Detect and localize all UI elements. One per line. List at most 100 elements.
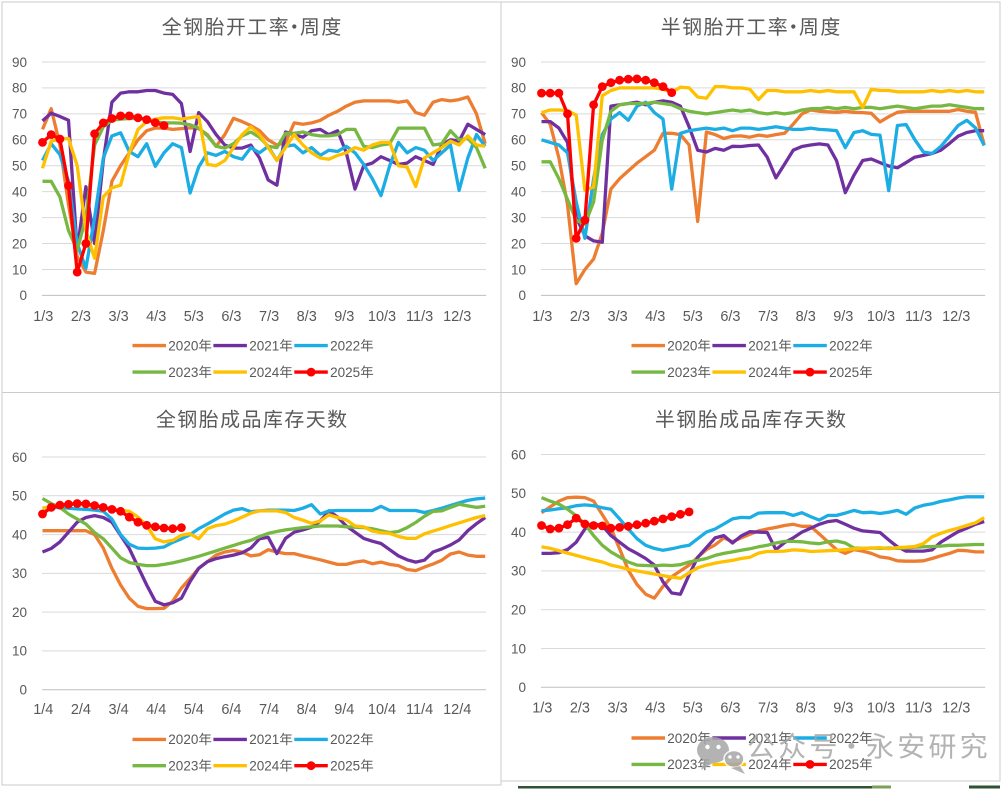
svg-text:4/3: 4/3 xyxy=(645,309,665,325)
svg-text:5/3: 5/3 xyxy=(683,309,703,325)
svg-text:80: 80 xyxy=(511,81,526,96)
svg-text:3/4: 3/4 xyxy=(109,702,129,718)
svg-text:4/3: 4/3 xyxy=(645,701,665,717)
svg-text:1/3: 1/3 xyxy=(532,701,552,717)
svg-text:10/4: 10/4 xyxy=(368,702,396,718)
svg-text:0: 0 xyxy=(19,288,27,303)
svg-text:2/3: 2/3 xyxy=(570,701,590,717)
svg-text:2025: 2025 xyxy=(330,759,360,774)
svg-text:2020: 2020 xyxy=(168,732,198,747)
svg-text:2024: 2024 xyxy=(748,365,779,380)
svg-text:40: 40 xyxy=(12,527,27,542)
svg-text:8/3: 8/3 xyxy=(297,309,317,325)
svg-text:2024: 2024 xyxy=(748,757,779,772)
svg-text:4/3: 4/3 xyxy=(146,309,166,325)
svg-text:4/4: 4/4 xyxy=(146,702,166,718)
svg-text:40: 40 xyxy=(511,525,526,540)
svg-text:30: 30 xyxy=(511,210,526,225)
svg-text:12/3: 12/3 xyxy=(942,309,970,325)
svg-text:80: 80 xyxy=(12,81,27,96)
svg-text:11/3: 11/3 xyxy=(406,309,433,325)
svg-text:2022: 2022 xyxy=(829,338,859,353)
svg-text:7/3: 7/3 xyxy=(758,309,778,325)
svg-text:2022: 2022 xyxy=(330,338,360,353)
svg-text:50: 50 xyxy=(511,159,526,174)
svg-text:3/3: 3/3 xyxy=(109,309,129,325)
svg-text:9/3: 9/3 xyxy=(833,309,853,325)
svg-text:3/3: 3/3 xyxy=(608,701,628,717)
svg-text:30: 30 xyxy=(12,210,27,225)
svg-text:2023: 2023 xyxy=(168,759,198,774)
svg-text:1/3: 1/3 xyxy=(33,309,53,325)
svg-text:2024: 2024 xyxy=(249,759,280,774)
svg-text:20: 20 xyxy=(12,605,27,620)
svg-text:50: 50 xyxy=(12,489,27,504)
svg-text:1/3: 1/3 xyxy=(532,309,552,325)
svg-text:2021: 2021 xyxy=(249,732,279,747)
svg-text:11/3: 11/3 xyxy=(905,701,932,717)
svg-text:2025: 2025 xyxy=(829,365,859,380)
svg-text:9/4: 9/4 xyxy=(334,702,354,718)
svg-text:2025: 2025 xyxy=(829,757,859,772)
svg-text:11/3: 11/3 xyxy=(905,309,932,325)
svg-text:8/3: 8/3 xyxy=(796,309,816,325)
svg-text:10: 10 xyxy=(12,644,27,659)
svg-text:6/4: 6/4 xyxy=(221,702,241,718)
svg-text:1/4: 1/4 xyxy=(33,702,53,718)
svg-text:2/3: 2/3 xyxy=(71,309,91,325)
svg-text:20: 20 xyxy=(511,236,526,251)
svg-text:12/3: 12/3 xyxy=(942,701,970,717)
svg-text:6/3: 6/3 xyxy=(221,309,241,325)
svg-text:7/3: 7/3 xyxy=(758,701,778,717)
svg-text:8/3: 8/3 xyxy=(796,701,816,717)
svg-text:8/4: 8/4 xyxy=(297,702,317,718)
svg-text:5/4: 5/4 xyxy=(184,702,204,718)
svg-text:2023: 2023 xyxy=(667,757,697,772)
svg-text:50: 50 xyxy=(511,486,526,501)
svg-text:70: 70 xyxy=(511,107,526,122)
svg-text:30: 30 xyxy=(511,564,526,579)
svg-text:90: 90 xyxy=(511,55,526,70)
svg-text:2022: 2022 xyxy=(330,732,360,747)
svg-text:60: 60 xyxy=(511,447,526,462)
svg-text:2023: 2023 xyxy=(168,365,198,380)
svg-text:40: 40 xyxy=(511,184,526,199)
svg-text:0: 0 xyxy=(518,680,526,695)
svg-text:9/3: 9/3 xyxy=(833,701,853,717)
svg-text:6/3: 6/3 xyxy=(720,309,740,325)
svg-text:2021: 2021 xyxy=(748,338,778,353)
svg-text:2024: 2024 xyxy=(249,365,280,380)
svg-text:0: 0 xyxy=(19,683,27,698)
svg-text:2023: 2023 xyxy=(667,365,697,380)
svg-text:70: 70 xyxy=(12,107,27,122)
svg-text:12/3: 12/3 xyxy=(443,309,471,325)
svg-text:90: 90 xyxy=(12,55,27,70)
svg-text:7/3: 7/3 xyxy=(259,309,279,325)
svg-text:2022: 2022 xyxy=(829,731,859,746)
svg-text:7/4: 7/4 xyxy=(259,702,279,718)
svg-text:40: 40 xyxy=(12,184,27,199)
svg-text:10/3: 10/3 xyxy=(867,309,895,325)
svg-text:5/3: 5/3 xyxy=(683,701,703,717)
svg-text:2/3: 2/3 xyxy=(570,309,590,325)
svg-text:3/3: 3/3 xyxy=(608,309,628,325)
svg-text:10: 10 xyxy=(511,641,526,656)
svg-text:6/3: 6/3 xyxy=(720,701,740,717)
svg-text:2025: 2025 xyxy=(330,365,360,380)
svg-text:50: 50 xyxy=(12,159,27,174)
svg-text:2020: 2020 xyxy=(168,338,198,353)
svg-text:2/4: 2/4 xyxy=(71,702,91,718)
svg-text:5/3: 5/3 xyxy=(184,309,204,325)
svg-text:12/4: 12/4 xyxy=(443,702,471,718)
svg-text:9/3: 9/3 xyxy=(334,309,354,325)
svg-text:20: 20 xyxy=(511,603,526,618)
svg-text:20: 20 xyxy=(12,236,27,251)
svg-text:60: 60 xyxy=(12,450,27,465)
svg-text:60: 60 xyxy=(511,133,526,148)
svg-text:11/4: 11/4 xyxy=(406,702,433,718)
svg-text:2020: 2020 xyxy=(667,731,697,746)
svg-text:0: 0 xyxy=(518,288,526,303)
svg-text:10/3: 10/3 xyxy=(867,701,895,717)
svg-text:60: 60 xyxy=(12,133,27,148)
svg-text:2021: 2021 xyxy=(249,338,279,353)
